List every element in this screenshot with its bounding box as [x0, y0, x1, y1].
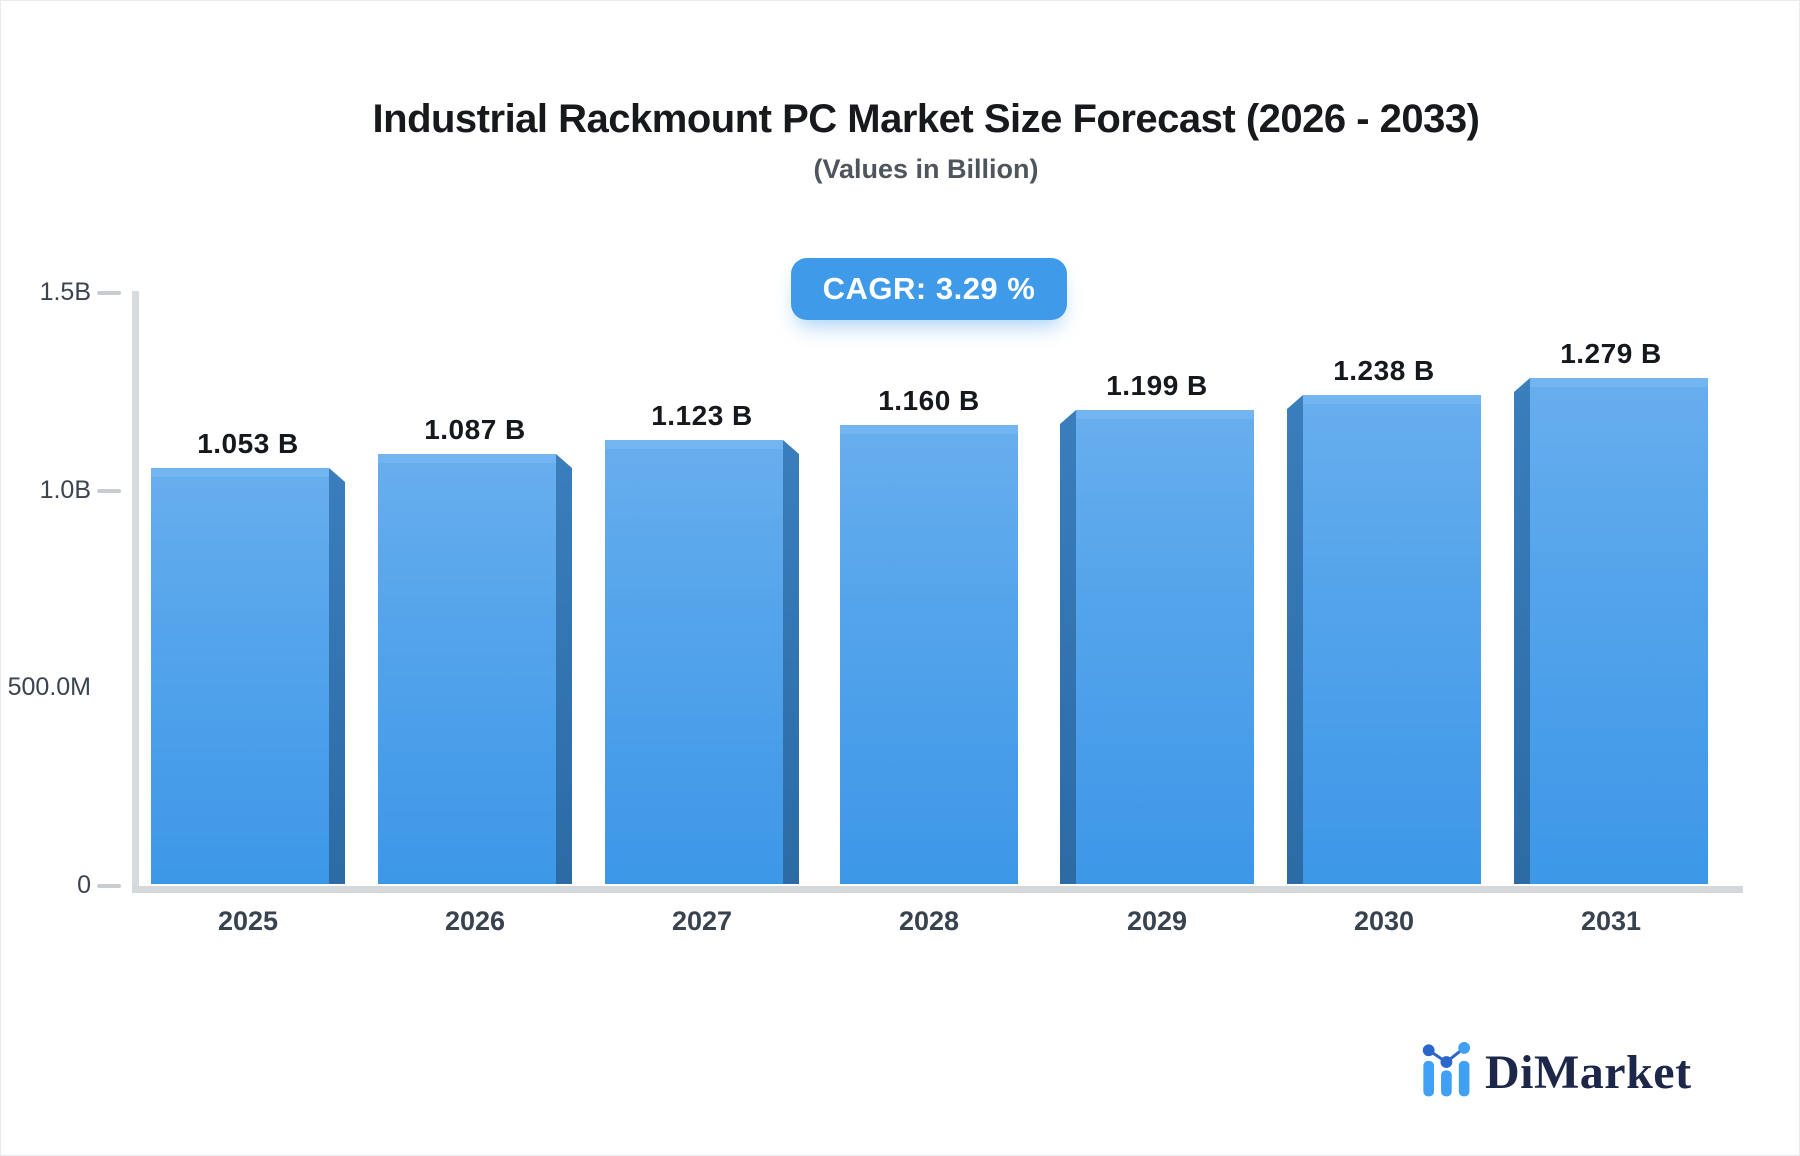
x-tick-label: 2031	[1580, 906, 1642, 936]
y-tick-dash	[97, 884, 121, 888]
bar-2026: 1.087 B	[378, 394, 572, 884]
bar-2029: 1.199 B	[1060, 350, 1254, 884]
brand-logo-text: DiMarket	[1485, 1046, 1692, 1099]
bar-side-face	[1514, 378, 1530, 884]
bar-2028: 1.160 B	[832, 365, 1026, 884]
y-tick-label: 1.5B	[39, 278, 91, 306]
bar-face	[151, 468, 329, 884]
chart-header: Industrial Rackmount PC Market Size Fore…	[1, 1, 1799, 185]
brand-logo: DiMarket	[1421, 1039, 1692, 1097]
bar-2027: 1.123 B	[605, 380, 799, 884]
y-tick-dash	[97, 291, 121, 295]
cagr-badge: CAGR: 3.29 %	[791, 258, 1067, 320]
chart-title: Industrial Rackmount PC Market Size Fore…	[372, 97, 1480, 141]
x-tick-label: 2028	[898, 906, 960, 936]
y-tick-label: 500.0M	[7, 673, 91, 701]
x-tick-label: 2027	[671, 906, 733, 936]
bar-value-label: 1.238 B	[1333, 355, 1435, 386]
bar-value-label: 1.160 B	[878, 385, 980, 416]
bar-value-label: 1.087 B	[424, 414, 526, 445]
bar-side-face	[1287, 395, 1303, 884]
bar-face	[605, 440, 783, 884]
x-axis-baseline	[132, 886, 1743, 893]
y-tick-label: 1.0B	[39, 476, 91, 504]
bar-value-label: 1.199 B	[1106, 370, 1208, 401]
bar-2025: 1.053 B	[151, 408, 345, 884]
bar-value-label: 1.279 B	[1560, 338, 1662, 369]
bar-side-face	[783, 440, 799, 884]
x-tick-label: 2030	[1353, 906, 1415, 936]
bar-face	[1530, 378, 1708, 884]
y-tick-dash	[97, 489, 121, 493]
x-tick-label: 2029	[1126, 906, 1188, 936]
bar-chart-with-dots-icon	[1422, 1042, 1471, 1097]
bar-face	[840, 425, 1018, 884]
bar-value-label: 1.123 B	[651, 400, 753, 431]
cagr-badge-label: CAGR: 3.29 %	[822, 271, 1036, 306]
bar-face	[1303, 395, 1481, 884]
chart-subtitle: (Values in Billion)	[813, 154, 1039, 184]
bar-2030: 1.238 B	[1287, 335, 1481, 884]
bar-side-face	[329, 468, 345, 884]
bar-face	[378, 454, 556, 884]
y-tick-label: 0	[77, 871, 91, 899]
bar-face	[1076, 410, 1254, 884]
x-tick-label: 2026	[444, 906, 506, 936]
bar-2031: 1.279 B	[1514, 318, 1708, 884]
y-axis-line	[132, 291, 139, 893]
bar-side-face	[1060, 410, 1076, 884]
x-tick-label: 2025	[217, 906, 279, 936]
bar-side-face	[556, 454, 572, 884]
bar-value-label: 1.053 B	[197, 428, 299, 459]
